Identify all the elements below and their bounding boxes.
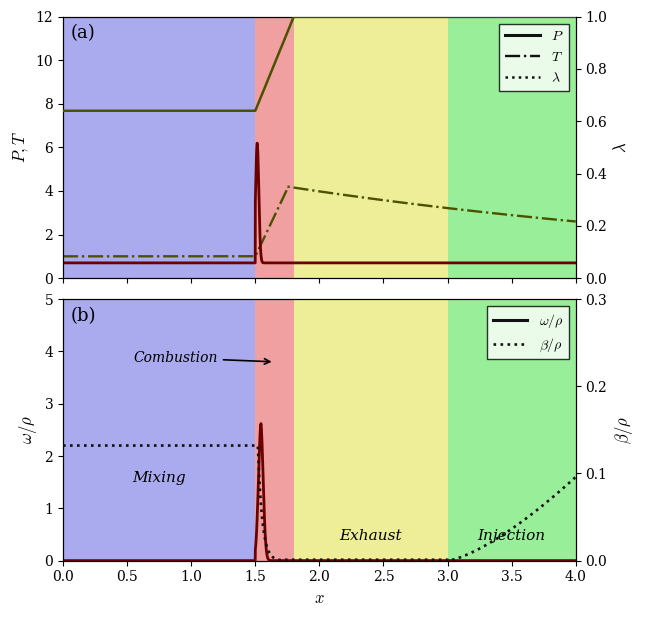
Bar [63,17,255,278]
Bar [294,17,448,278]
Bar [255,17,294,278]
Bar [448,299,576,561]
Text: Exhaust: Exhaust [339,528,402,543]
Text: Combustion: Combustion [134,351,270,365]
Y-axis label: $\lambda$: $\lambda$ [613,142,630,153]
Y-axis label: $\omega/\rho$: $\omega/\rho$ [17,415,39,444]
Bar [294,299,448,561]
Legend: $\omega/\rho$, $\beta/\rho$: $\omega/\rho$, $\beta/\rho$ [487,306,568,360]
Bar [448,17,576,278]
Text: Injection: Injection [477,528,546,543]
X-axis label: $x$: $x$ [314,590,325,607]
Y-axis label: $P, T$: $P, T$ [11,132,30,163]
Y-axis label: $\beta/\rho$: $\beta/\rho$ [613,416,635,444]
Text: (b): (b) [70,307,96,325]
Bar [63,299,255,561]
Legend: $P$, $T$, $\lambda$: $P$, $T$, $\lambda$ [499,23,568,91]
Text: (a): (a) [70,25,96,43]
Text: Mixing: Mixing [132,471,186,485]
Bar [255,299,294,561]
